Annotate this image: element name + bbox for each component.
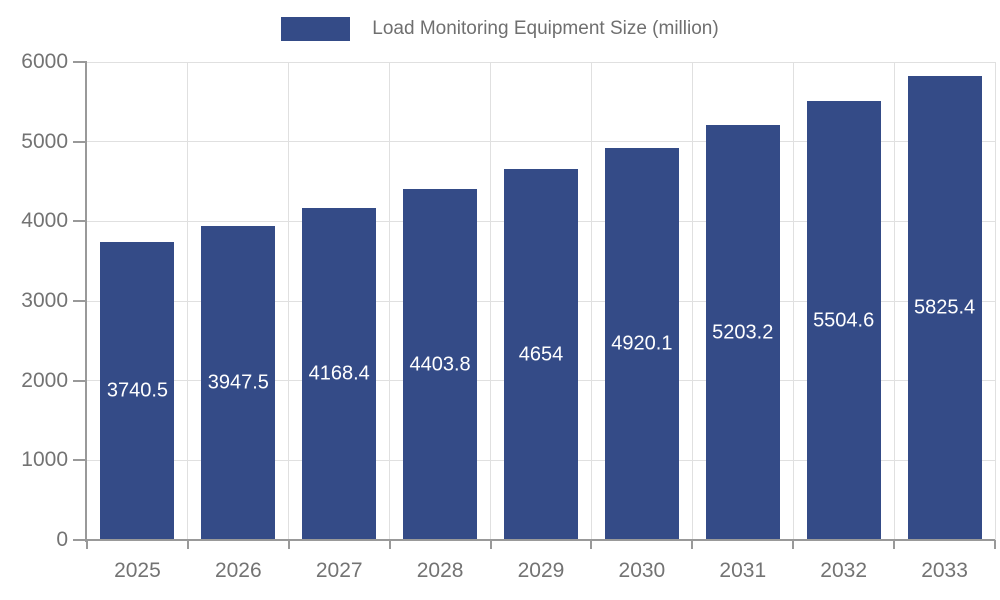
bar-value-label: 4654 — [518, 343, 564, 366]
x-tick-label: 2028 — [416, 559, 464, 582]
y-tick-mark — [73, 459, 87, 462]
y-gridline — [87, 141, 995, 143]
x-tick-mark — [691, 540, 694, 549]
y-tick-mark — [73, 300, 87, 302]
y-tick-label: 4000 — [21, 209, 68, 233]
y-tick-label: 3000 — [21, 289, 68, 312]
x-gridline — [288, 62, 290, 540]
bar-value-label: 3740.5 — [106, 379, 169, 402]
bar-value-label: 5203.2 — [712, 321, 774, 344]
y-tick-label: 0 — [56, 528, 68, 551]
x-gridline — [893, 62, 895, 540]
bar-value-label: 4403.8 — [409, 353, 471, 376]
y-gridline — [87, 61, 995, 63]
y-axis-line — [85, 62, 87, 542]
x-axis-line — [85, 539, 995, 541]
bar-value-label: 5825.4 — [913, 296, 976, 319]
x-tick-label: 2026 — [214, 559, 262, 582]
x-tick-mark — [792, 540, 795, 549]
x-tick-mark — [893, 540, 896, 549]
y-tick-mark — [73, 220, 87, 223]
x-tick-mark — [994, 540, 996, 549]
bar-value-label: 4168.4 — [308, 362, 370, 385]
x-gridline — [691, 62, 693, 540]
y-tick-mark — [73, 379, 87, 382]
x-tick-label: 2027 — [315, 559, 363, 582]
y-tick-mark — [73, 539, 87, 541]
bar-2025[interactable] — [100, 242, 175, 539]
y-tick-label: 5000 — [21, 129, 68, 153]
x-gridline — [590, 62, 592, 540]
x-gridline — [187, 62, 189, 540]
y-tick-mark — [73, 140, 87, 143]
bar-2026[interactable] — [201, 225, 276, 539]
x-tick-mark — [489, 540, 492, 549]
bar-value-label: 5504.6 — [813, 309, 875, 332]
bar-2033[interactable] — [907, 75, 982, 539]
x-gridline — [389, 62, 391, 540]
y-tick-label: 2000 — [21, 368, 68, 392]
x-tick-label: 2030 — [618, 559, 666, 582]
x-gridline — [792, 62, 794, 540]
bar-2031[interactable] — [705, 125, 780, 539]
x-tick-label: 2031 — [719, 559, 767, 582]
y-tick-label: 1000 — [21, 448, 68, 472]
x-tick-label: 2033 — [921, 559, 968, 582]
bar-value-label: 3947.5 — [207, 371, 269, 394]
bar-2032[interactable] — [806, 101, 881, 539]
x-tick-mark — [287, 540, 290, 549]
bar-2029[interactable] — [504, 169, 578, 539]
x-gridline — [994, 62, 996, 540]
legend-swatch — [281, 17, 351, 41]
bar-2027[interactable] — [302, 207, 377, 539]
bar-2028[interactable] — [403, 189, 478, 539]
bar-value-label: 4920.1 — [611, 332, 673, 355]
x-tick-mark — [186, 540, 189, 549]
x-tick-label: 2029 — [517, 559, 565, 582]
x-tick-label: 2032 — [820, 559, 868, 582]
x-tick-mark — [388, 540, 391, 549]
legend-label: Load Monitoring Equipment Size (million) — [372, 18, 719, 39]
bar-2030[interactable] — [604, 148, 679, 539]
y-tick-mark — [73, 61, 87, 63]
legend[interactable]: Load Monitoring Equipment Size (million) — [0, 17, 1000, 41]
x-tick-label: 2025 — [114, 559, 161, 582]
x-gridline — [490, 62, 492, 540]
x-tick-mark — [86, 540, 88, 549]
y-tick-label: 6000 — [21, 50, 68, 73]
x-tick-mark — [590, 540, 593, 549]
